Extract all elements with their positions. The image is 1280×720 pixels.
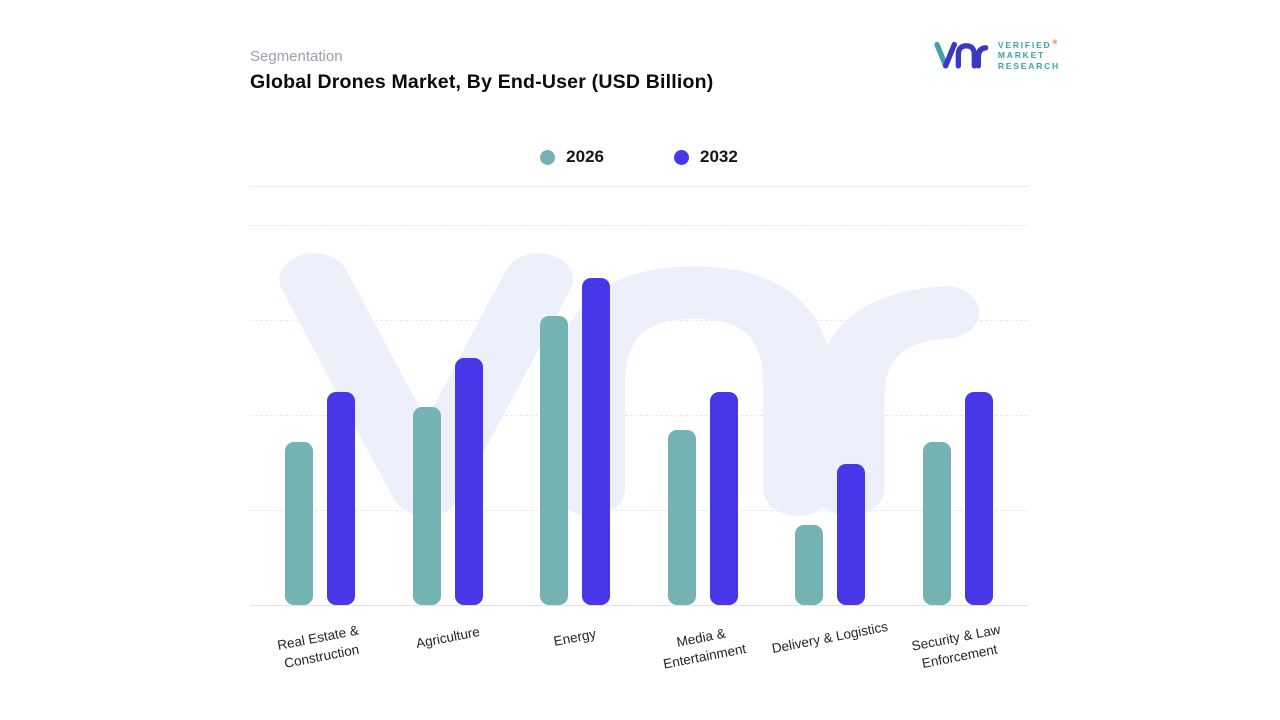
legend-dot-2026 bbox=[540, 149, 556, 165]
bar-2026 bbox=[285, 441, 313, 605]
bar-group: Energy bbox=[540, 225, 611, 649]
category-label: Energy bbox=[552, 626, 598, 649]
bar-2026 bbox=[412, 407, 441, 605]
bar-2026 bbox=[795, 525, 824, 605]
legend-divider bbox=[250, 186, 1028, 187]
bar-2032 bbox=[709, 392, 738, 605]
bar-pair bbox=[795, 225, 866, 605]
bar-pair bbox=[540, 225, 611, 605]
legend-label: 2026 bbox=[566, 147, 604, 166]
category-label: Security & Law Enforcement bbox=[910, 621, 1002, 671]
logo-wordmark: VERIFIED® MARKET RESEARCH bbox=[998, 38, 1060, 71]
chart-eyebrow: Segmentation bbox=[250, 48, 343, 65]
category-label: Agriculture bbox=[414, 623, 481, 652]
bar-group: Agriculture bbox=[412, 225, 483, 651]
legend-item-2026: 2026 bbox=[540, 147, 604, 167]
logo-word-verified: VERIFIED bbox=[997, 39, 1052, 50]
bar-group: Media & Entertainment bbox=[662, 225, 747, 672]
bar-2026 bbox=[667, 430, 696, 605]
bar-pair bbox=[285, 225, 355, 605]
brand-logo: VERIFIED® MARKET RESEARCH bbox=[933, 38, 1060, 71]
chart-plot: Real Estate & Construction Agriculture Ene… bbox=[250, 225, 1028, 672]
registered-mark: ® bbox=[1052, 39, 1058, 46]
legend-label: 2032 bbox=[700, 147, 738, 166]
bar-pair bbox=[412, 225, 483, 605]
page-title: Global Drones Market, By End-User (USD B… bbox=[250, 71, 714, 93]
bar-pair bbox=[922, 225, 993, 605]
logo-line-research: RESEARCH bbox=[997, 60, 1060, 71]
bar-2026 bbox=[540, 316, 569, 605]
gridline bbox=[250, 415, 1028, 416]
bar-pair bbox=[667, 225, 738, 605]
vmr-monogram-icon bbox=[934, 41, 989, 69]
gridline bbox=[250, 510, 1028, 511]
logo-line-market: MARKET bbox=[997, 50, 1046, 61]
bar-2032 bbox=[837, 464, 866, 605]
bar-groups: Real Estate & Construction Agriculture Ene… bbox=[250, 225, 1028, 672]
gridline bbox=[250, 225, 1028, 226]
bar-2032 bbox=[454, 358, 483, 605]
bar-2026 bbox=[922, 441, 951, 605]
bar-group: Real Estate & Construction bbox=[276, 225, 360, 671]
bar-2032 bbox=[964, 392, 993, 605]
bar-group: Security & Law Enforcement bbox=[910, 225, 1002, 671]
category-label: Media & Entertainment bbox=[661, 625, 748, 672]
bar-2032 bbox=[582, 278, 611, 605]
category-label: Delivery & Logistics bbox=[770, 618, 890, 657]
bar-2032 bbox=[327, 392, 355, 605]
legend-item-2032: 2032 bbox=[674, 147, 738, 167]
logo-line-verified: VERIFIED® bbox=[998, 38, 1060, 50]
legend: 2026 2032 bbox=[250, 147, 1028, 167]
legend-dot-2032 bbox=[674, 149, 689, 165]
bar-group: Delivery & Logistics bbox=[771, 225, 889, 656]
category-label: Real Estate & Construction bbox=[276, 622, 361, 671]
